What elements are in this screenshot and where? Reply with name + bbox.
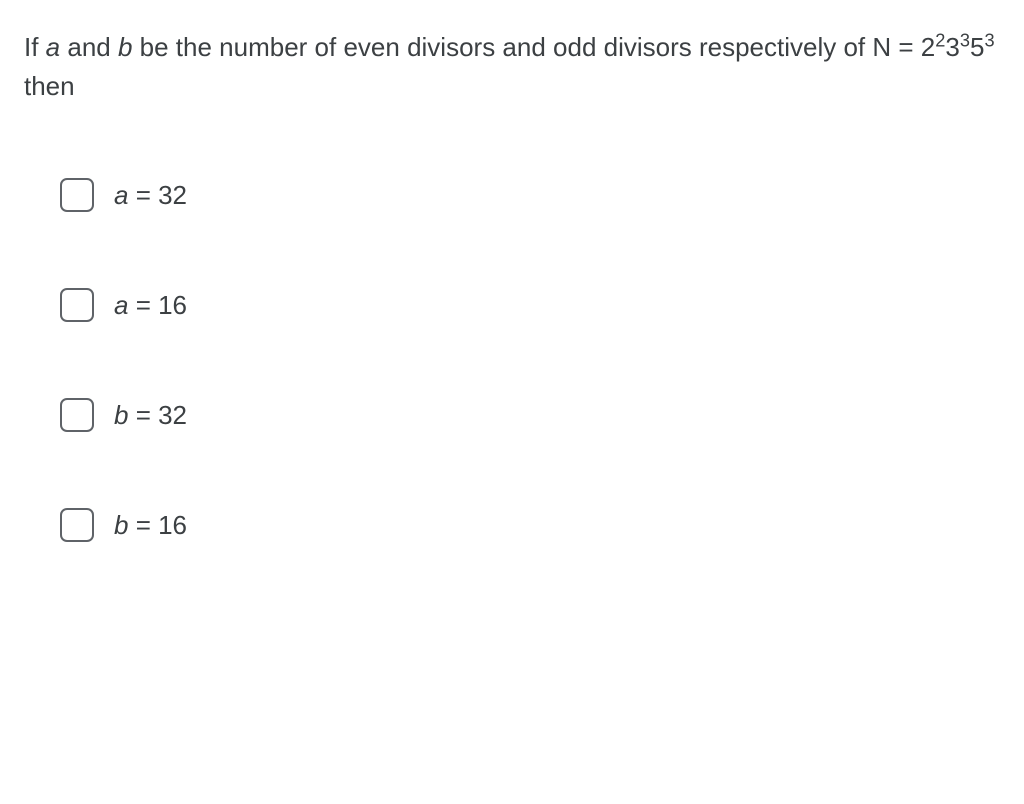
question-prefix: If (24, 32, 46, 62)
checkbox-icon[interactable] (60, 288, 94, 322)
option-label: b = 32 (114, 400, 187, 431)
option-label: a = 16 (114, 290, 187, 321)
question-base2: 3 (945, 32, 959, 62)
option-var: a (114, 290, 128, 320)
question-var-b: b (118, 32, 132, 62)
checkbox-icon[interactable] (60, 178, 94, 212)
question-text: If a and b be the number of even divisor… (24, 28, 1000, 106)
question-exp1: 2 (935, 30, 945, 50)
option-label: b = 16 (114, 510, 187, 541)
question-exp3: 3 (984, 30, 994, 50)
option-row[interactable]: b = 16 (60, 508, 1000, 542)
question-suffix: then (24, 71, 75, 101)
option-label: a = 32 (114, 180, 187, 211)
option-var: b (114, 400, 128, 430)
option-eq: = 16 (128, 290, 187, 320)
option-eq: = 32 (128, 180, 187, 210)
options-container: a = 32 a = 16 b = 32 b = 16 (24, 178, 1000, 542)
option-row[interactable]: b = 32 (60, 398, 1000, 432)
question-mid2: be the number of even divisors and odd d… (132, 32, 935, 62)
question-var-a: a (46, 32, 60, 62)
option-var: a (114, 180, 128, 210)
option-row[interactable]: a = 16 (60, 288, 1000, 322)
option-eq: = 16 (128, 510, 187, 540)
checkbox-icon[interactable] (60, 398, 94, 432)
checkbox-icon[interactable] (60, 508, 94, 542)
question-base3: 5 (970, 32, 984, 62)
option-row[interactable]: a = 32 (60, 178, 1000, 212)
option-eq: = 32 (128, 400, 187, 430)
question-mid1: and (60, 32, 118, 62)
question-exp2: 3 (960, 30, 970, 50)
option-var: b (114, 510, 128, 540)
